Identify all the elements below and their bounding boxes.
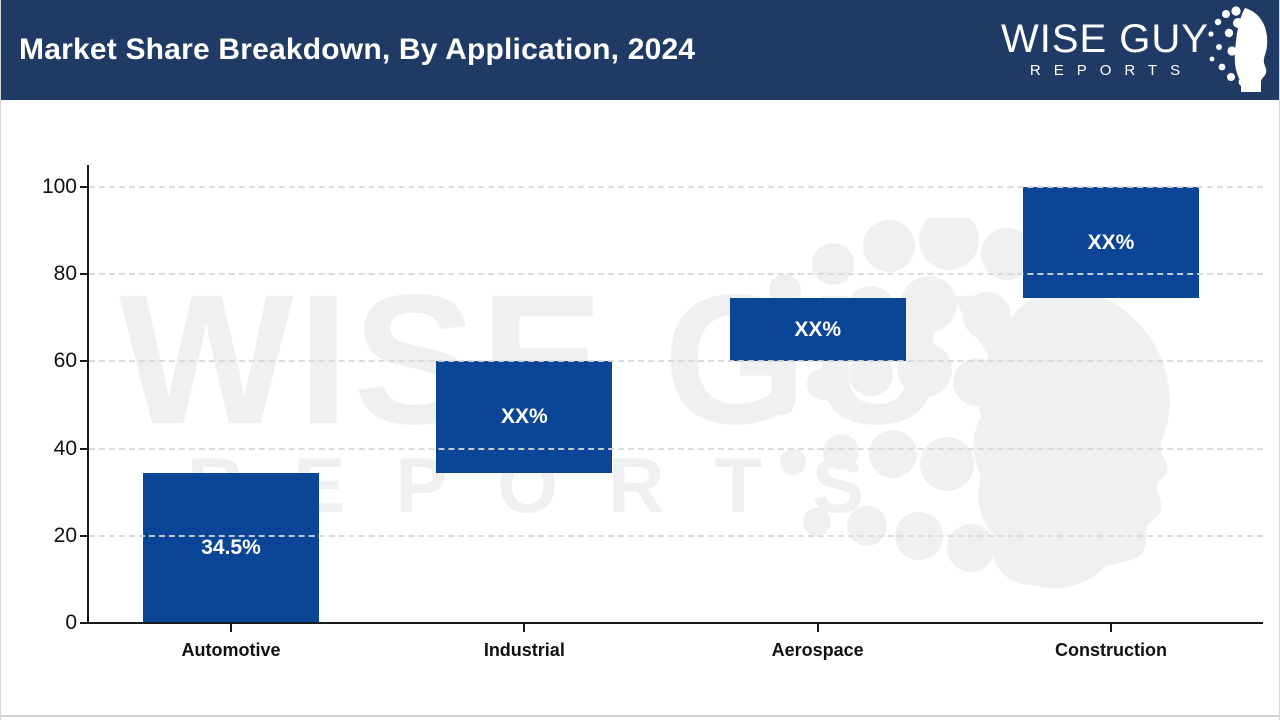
bar-value-label: XX% [794,317,841,341]
x-tick [230,624,232,632]
y-tick [80,447,88,450]
gridline [89,447,1263,450]
y-tick-label: 80 [53,262,77,286]
logo-tagline: REPORTS [1029,61,1194,79]
x-tick-label: Automotive [181,640,281,660]
y-tick [80,534,88,537]
y-tick-label: 20 [53,523,77,547]
y-tick-label: 60 [53,349,77,373]
wiseguy-head-icon [1208,6,1268,92]
bar-automotive: 34.5% [143,472,319,623]
x-tick-label: Aerospace [771,640,864,660]
gridline [89,273,1263,276]
brand-logo: WISE GUY REPORTS [1001,4,1269,92]
x-tick [1109,624,1112,632]
bar-value-label: XX% [1087,230,1135,254]
watermark-head-icon [763,218,1170,589]
x-tick-label: Construction [1054,640,1167,660]
gridline [89,360,1263,363]
y-tick-label: 40 [53,436,77,460]
bar-value-label: XX% [500,404,548,428]
y-tick [80,622,88,624]
bottom-divider [1,715,1279,717]
x-tick [816,624,819,632]
logo-wordmark: WISE GUY [1000,16,1209,61]
header: Market Share Breakdown, By Application, … [1,0,1279,100]
bar-industrial: XX% [436,361,613,473]
logo-text: WISE GUY REPORTS [1001,19,1209,78]
y-tick [80,273,88,276]
bar-aerospace: XX% [729,298,906,362]
x-tick-label: Industrial [483,640,565,660]
y-tick-label: 0 [65,611,77,634]
bar-construction: XX% [1022,187,1199,299]
gridline [89,534,1263,537]
x-tick [523,624,526,632]
y-axis-line [87,165,89,624]
y-tick [80,186,88,188]
gridline [89,186,1263,188]
chart-title: Market Share Breakdown, By Application, … [19,33,696,66]
y-tick-label: 100 [41,175,77,198]
bar-value-label: 34.5% [201,535,261,559]
y-tick [80,360,88,363]
x-axis-line [87,622,1263,624]
